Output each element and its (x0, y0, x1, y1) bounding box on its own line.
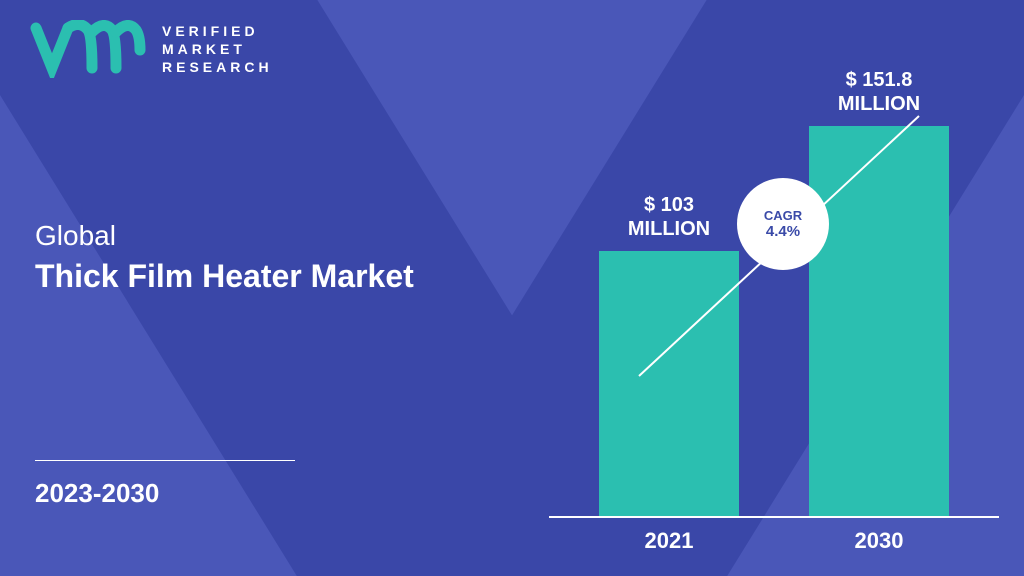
bar-2030 (809, 126, 949, 516)
value-bottom-2021: MILLION (599, 217, 739, 241)
year-label-2030: 2030 (809, 528, 949, 554)
value-top-2030: $ 151.8 (809, 68, 949, 92)
brand-line2: MARKET (162, 40, 273, 58)
title-block: Global Thick Film Heater Market (35, 220, 414, 295)
title-line1: Global (35, 220, 414, 252)
brand-line3: RESEARCH (162, 58, 273, 76)
title-line2: Thick Film Heater Market (35, 258, 414, 295)
value-label-2021: $ 103 MILLION (599, 193, 739, 241)
forecast-period: 2023-2030 (35, 478, 159, 509)
chart-baseline (549, 516, 999, 518)
value-label-2030: $ 151.8 MILLION (809, 68, 949, 116)
value-bottom-2030: MILLION (809, 92, 949, 116)
brand-line1: VERIFIED (162, 22, 273, 40)
divider-line (35, 460, 295, 461)
brand-logo: VERIFIED MARKET RESEARCH (30, 20, 273, 78)
infographic-canvas: VERIFIED MARKET RESEARCH Global Thick Fi… (0, 0, 1024, 576)
value-top-2021: $ 103 (599, 193, 739, 217)
year-label-2021: 2021 (599, 528, 739, 554)
cagr-value: 4.4% (766, 223, 800, 240)
brand-name: VERIFIED MARKET RESEARCH (162, 22, 273, 77)
bar-2021 (599, 251, 739, 516)
logo-mark-icon (30, 20, 150, 78)
bar-chart: $ 103 MILLION $ 151.8 MILLION 2021 2030 … (559, 78, 989, 518)
cagr-badge: CAGR 4.4% (737, 178, 829, 270)
cagr-label: CAGR (764, 208, 802, 223)
